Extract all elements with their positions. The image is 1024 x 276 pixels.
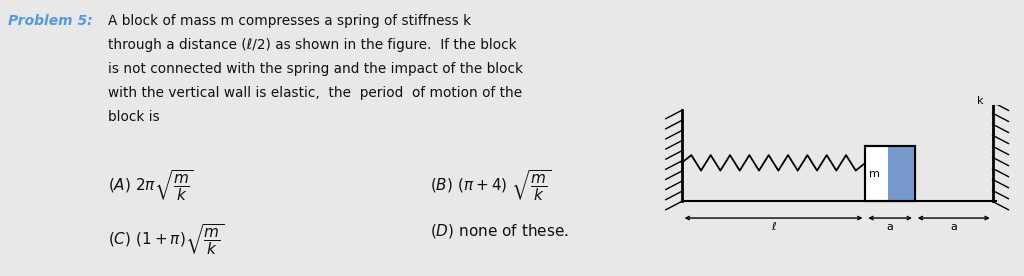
Text: block is: block is (108, 110, 160, 124)
Text: Problem 5:: Problem 5: (8, 14, 92, 28)
Text: k: k (977, 96, 983, 106)
Text: a: a (950, 222, 957, 232)
Text: a: a (887, 222, 894, 232)
Text: $(A)\ 2\pi\sqrt{\dfrac{m}{k}}$: $(A)\ 2\pi\sqrt{\dfrac{m}{k}}$ (108, 168, 194, 203)
Text: is not connected with the spring and the impact of the block: is not connected with the spring and the… (108, 62, 523, 76)
Text: $(D)\ \mathrm{none\ of\ these.}$: $(D)\ \mathrm{none\ of\ these.}$ (430, 222, 569, 240)
Text: $(C)\ (1 + \pi)\sqrt{\dfrac{m}{k}}$: $(C)\ (1 + \pi)\sqrt{\dfrac{m}{k}}$ (108, 222, 224, 256)
Text: $(B)\ (\pi + 4)\ \sqrt{\dfrac{m}{k}}$: $(B)\ (\pi + 4)\ \sqrt{\dfrac{m}{k}}$ (430, 168, 551, 203)
Text: A block of mass m compresses a spring of stiffness k: A block of mass m compresses a spring of… (108, 14, 471, 28)
Bar (888, 146, 914, 201)
Text: through a distance (ℓ/2) as shown in the figure.  If the block: through a distance (ℓ/2) as shown in the… (108, 38, 517, 52)
Bar (865, 146, 914, 201)
Text: ℓ: ℓ (771, 222, 776, 232)
Text: m: m (868, 169, 880, 179)
Text: with the vertical wall is elastic,  the  period  of motion of the: with the vertical wall is elastic, the p… (108, 86, 522, 100)
Bar (865, 146, 914, 201)
